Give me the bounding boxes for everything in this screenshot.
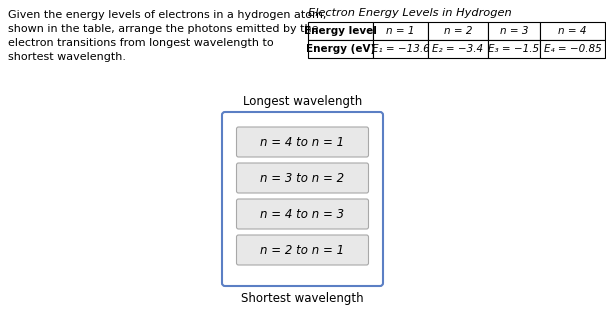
Bar: [488, 40, 540, 58]
Text: n = 3 to n = 2: n = 3 to n = 2: [261, 171, 345, 184]
Bar: [308, 40, 373, 58]
Text: E₃ = −1.5: E₃ = −1.5: [488, 44, 539, 54]
Text: n = 3: n = 3: [500, 26, 528, 36]
Bar: [373, 22, 428, 40]
Text: shown in the table, arrange the photons emitted by the: shown in the table, arrange the photons …: [8, 24, 319, 34]
Text: n = 4: n = 4: [558, 26, 587, 36]
Text: n = 4 to n = 1: n = 4 to n = 1: [261, 135, 345, 148]
Text: electron transitions from longest wavelength to: electron transitions from longest wavele…: [8, 38, 274, 48]
Text: n = 1: n = 1: [386, 26, 415, 36]
Text: Given the energy levels of electrons in a hydrogen atom,: Given the energy levels of electrons in …: [8, 10, 327, 20]
Bar: [308, 22, 373, 40]
FancyBboxPatch shape: [236, 235, 368, 265]
Text: Shortest wavelength: Shortest wavelength: [241, 292, 364, 305]
Bar: [540, 22, 605, 40]
Text: n = 2: n = 2: [444, 26, 472, 36]
Text: E₂ = −3.4: E₂ = −3.4: [433, 44, 484, 54]
Text: E₄ = −0.85: E₄ = −0.85: [544, 44, 601, 54]
Bar: [540, 40, 605, 58]
Text: n = 4 to n = 3: n = 4 to n = 3: [261, 207, 345, 220]
Text: n = 2 to n = 1: n = 2 to n = 1: [261, 243, 345, 256]
Bar: [428, 22, 488, 40]
Text: Electron Energy Levels in Hydrogen: Electron Energy Levels in Hydrogen: [308, 8, 511, 18]
Bar: [488, 22, 540, 40]
Text: Longest wavelength: Longest wavelength: [243, 95, 362, 108]
Bar: [428, 40, 488, 58]
Text: shortest wavelength.: shortest wavelength.: [8, 52, 126, 62]
Text: E₁ = −13.6: E₁ = −13.6: [371, 44, 430, 54]
FancyBboxPatch shape: [222, 112, 383, 286]
Text: Energy (eV): Energy (eV): [306, 44, 375, 54]
Text: Energy level: Energy level: [304, 26, 377, 36]
Bar: [373, 40, 428, 58]
FancyBboxPatch shape: [236, 163, 368, 193]
FancyBboxPatch shape: [236, 127, 368, 157]
FancyBboxPatch shape: [236, 199, 368, 229]
